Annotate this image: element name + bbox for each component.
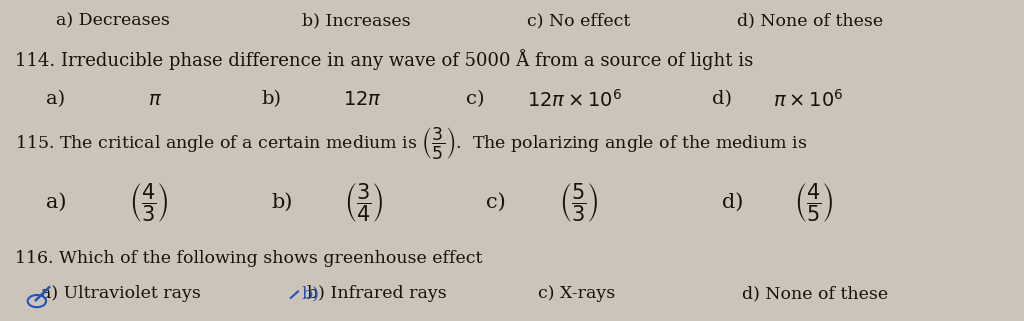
Text: $\pi$: $\pi$ (148, 91, 163, 108)
Text: b): b) (261, 91, 282, 108)
Text: c): c) (486, 193, 506, 212)
Text: a): a) (46, 91, 66, 108)
Text: a): a) (46, 193, 67, 212)
Text: d): d) (722, 193, 743, 212)
Text: d) None of these: d) None of these (737, 13, 884, 29)
Text: $\left(\dfrac{5}{3}\right)$: $\left(\dfrac{5}{3}\right)$ (559, 181, 598, 224)
Text: d) None of these: d) None of these (742, 285, 889, 302)
Text: $\left(\dfrac{4}{3}\right)$: $\left(\dfrac{4}{3}\right)$ (129, 181, 168, 224)
Text: $\pi \times 10^6$: $\pi \times 10^6$ (773, 89, 844, 110)
Text: $12\pi$: $12\pi$ (343, 91, 382, 108)
Text: a) Ultraviolet rays: a) Ultraviolet rays (41, 285, 201, 302)
Text: 116. Which of the following shows greenhouse effect: 116. Which of the following shows greenh… (15, 250, 482, 267)
Text: $\left(\dfrac{4}{5}\right)$: $\left(\dfrac{4}{5}\right)$ (795, 181, 834, 224)
Text: c) No effect: c) No effect (527, 13, 631, 29)
Text: b): b) (271, 193, 293, 212)
Text: 114. Irreducible phase difference in any wave of 5000 Å from a source of light i: 114. Irreducible phase difference in any… (15, 49, 754, 70)
Text: b): b) (301, 285, 318, 302)
Text: 115. The critical angle of a certain medium is $\left(\dfrac{3}{5}\right)$.  The: 115. The critical angle of a certain med… (15, 125, 808, 161)
Text: c) X-rays: c) X-rays (538, 285, 614, 302)
Text: a) Decreases: a) Decreases (56, 13, 170, 29)
Text: b) Increases: b) Increases (302, 13, 411, 29)
Text: $12\pi \times 10^6$: $12\pi \times 10^6$ (527, 89, 623, 110)
Text: d): d) (712, 91, 732, 108)
Text: c): c) (466, 91, 484, 108)
Text: b) Infrared rays: b) Infrared rays (307, 285, 446, 302)
Text: $\left(\dfrac{3}{4}\right)$: $\left(\dfrac{3}{4}\right)$ (344, 181, 383, 224)
